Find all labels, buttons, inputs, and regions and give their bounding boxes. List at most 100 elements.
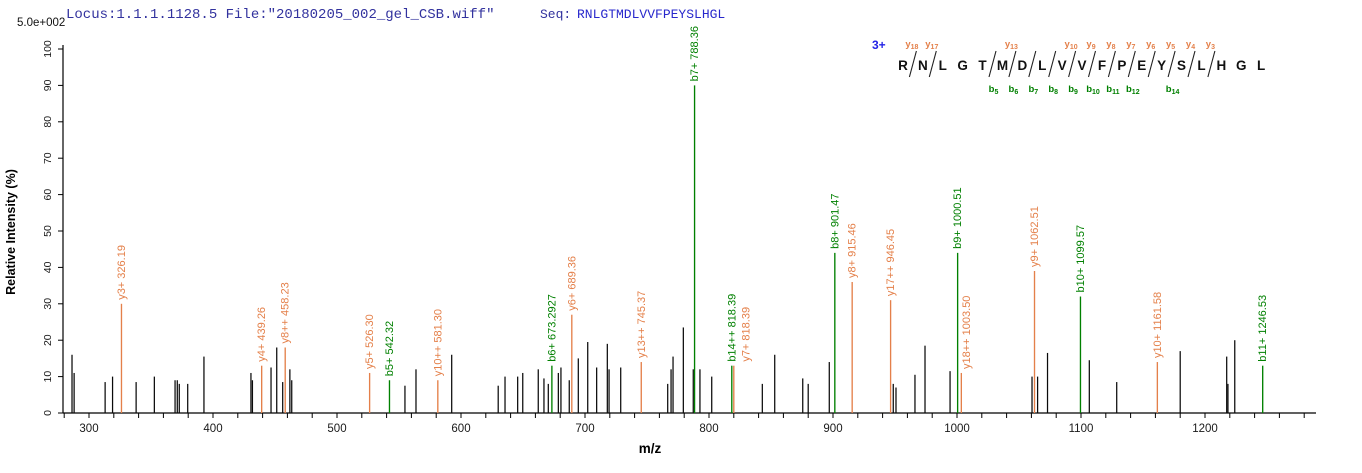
y-axis-tick-label: 20	[42, 334, 54, 346]
peak-ion-label: b10+ 1099.57	[1075, 225, 1087, 293]
peak-ion-label: y3+ 326.19	[116, 245, 128, 300]
residue: M	[997, 58, 1008, 73]
peak-ion-label: y5+ 526.30	[364, 314, 376, 369]
cleavage-mark	[1207, 50, 1216, 78]
residue: E	[1137, 58, 1146, 73]
residue: D	[1017, 58, 1027, 73]
cleavage-mark	[988, 50, 997, 78]
residue: V	[1078, 58, 1087, 73]
y-ion-label: y10	[1065, 39, 1078, 51]
cleavage-mark	[1107, 50, 1116, 78]
peak-ion-label: b14++ 818.39	[726, 294, 738, 362]
x-axis-tick-label: 800	[699, 423, 718, 435]
b-ion-label: b14	[1166, 84, 1180, 96]
cleavage-mark	[908, 50, 917, 78]
y-ion-label: y7	[1126, 39, 1135, 51]
residue: L	[1257, 58, 1265, 73]
b-ion-label: b8	[1048, 84, 1058, 96]
cleavage-mark	[1008, 50, 1017, 78]
cleavage-mark	[1127, 50, 1136, 78]
b-ion-label: b12	[1126, 84, 1140, 96]
residue: V	[1058, 58, 1067, 73]
b-ion-label: b5	[989, 84, 999, 96]
y-ion-label: y9	[1086, 39, 1095, 51]
residue: H	[1216, 58, 1226, 73]
y-ion-label: y13	[1005, 39, 1018, 51]
cleavage-mark	[1028, 50, 1037, 78]
b-ion-label: b11	[1106, 84, 1119, 96]
x-axis-tick-label: 300	[79, 423, 98, 435]
x-axis-tick-label: 1200	[1192, 423, 1218, 435]
x-axis-title: m/z	[639, 441, 662, 456]
peak-ion-label: y10+ 1161.58	[1152, 292, 1164, 358]
y-axis-tick-label: 30	[42, 298, 54, 310]
y-axis-tick-label: 90	[42, 79, 54, 91]
cleavage-mark	[1187, 50, 1196, 78]
peak-ion-label: y18++ 1003.50	[961, 296, 973, 369]
x-axis-tick-label: 1100	[1069, 423, 1094, 435]
x-axis-tick-label: 700	[575, 423, 594, 435]
b-ion-label: b9	[1068, 84, 1078, 96]
peak-ion-label: y4+ 439.26	[256, 307, 268, 362]
x-axis-tick-label: 400	[203, 423, 222, 435]
y-ion-label: y3	[1206, 39, 1215, 51]
peak-ion-label: y8++ 458.23	[280, 282, 292, 343]
peak-ion-label: y13++ 745.37	[636, 291, 648, 358]
y-axis-max-intensity-label: 5.0e+002	[17, 17, 65, 29]
residue: S	[1177, 58, 1186, 73]
b-ion-label: b7	[1028, 84, 1038, 96]
y-axis-tick-label: 10	[42, 371, 54, 383]
y-ion-label: y4	[1186, 39, 1195, 51]
peak-ion-label: b11+ 1246.53	[1257, 295, 1269, 362]
residue: G	[1236, 58, 1247, 73]
y-ion-label: y8	[1106, 39, 1115, 51]
residue: R	[898, 58, 908, 73]
y-axis-tick-label: 0	[42, 410, 54, 416]
y-axis-tick-label: 100	[42, 40, 54, 58]
cleavage-mark	[1068, 50, 1077, 78]
residue: G	[957, 58, 968, 73]
peak-ion-label: b7+ 788.36	[689, 26, 701, 81]
residue: T	[978, 58, 987, 73]
cleavage-mark	[1087, 50, 1097, 78]
peak-ion-label: b9+ 1000.51	[952, 187, 964, 248]
peak-ion-label: b5+ 542.32	[384, 321, 396, 376]
peak-ion-label: y10++ 581.30	[432, 309, 444, 376]
x-axis-tick-label: 500	[327, 423, 346, 435]
peak-ion-label: y9+ 1062.51	[1029, 206, 1041, 267]
x-axis-tick-label: 600	[451, 423, 470, 435]
residue: L	[1038, 58, 1046, 73]
y-axis-tick-label: 70	[42, 152, 54, 164]
charge-state-label: 3+	[872, 38, 886, 52]
peak-ion-label: b6+ 673.2927	[546, 294, 558, 362]
y-axis-tick-label: 50	[42, 225, 54, 237]
residue: L	[939, 58, 947, 73]
y-ion-label: y18	[905, 39, 918, 51]
cleavage-mark	[1167, 50, 1176, 78]
y-ion-label: y17	[925, 39, 938, 51]
peak-ion-label: y6+ 689.36	[566, 256, 578, 311]
axes: 300 400 500 600 700 800 900 1000 1100 1200 0 10 20 30…	[42, 40, 1316, 435]
y-axis-title: Relative Intensity (%)	[4, 169, 18, 295]
cleavage-mark	[928, 50, 937, 78]
header-seq-label: Seq:	[540, 7, 571, 22]
y-axis-tick-label: 80	[42, 116, 54, 128]
peak-ion-label: y8+ 915.46	[847, 223, 859, 278]
x-axis-tick-label: 1000	[944, 423, 970, 435]
peak-ion-label: y7+ 818.39	[740, 307, 752, 362]
residue: L	[1197, 58, 1205, 73]
residue: P	[1117, 58, 1126, 73]
y-ion-label: y5	[1166, 39, 1175, 51]
y-ion-label: y6	[1146, 39, 1155, 51]
cleavage-mark	[1147, 50, 1156, 78]
header-sequence: RNLGTMDLVVFPEYSLHGL	[577, 7, 725, 22]
peaks: y3+ 326.19 y4+ 439.26 y8++ 458.23 y5+ 526.3…	[71, 26, 1269, 413]
y-axis-tick-label: 40	[42, 261, 54, 273]
residue: F	[1098, 58, 1106, 73]
x-axis-tick-label: 900	[823, 423, 842, 435]
b-ion-label: b10	[1086, 84, 1100, 96]
residue: N	[918, 58, 928, 73]
